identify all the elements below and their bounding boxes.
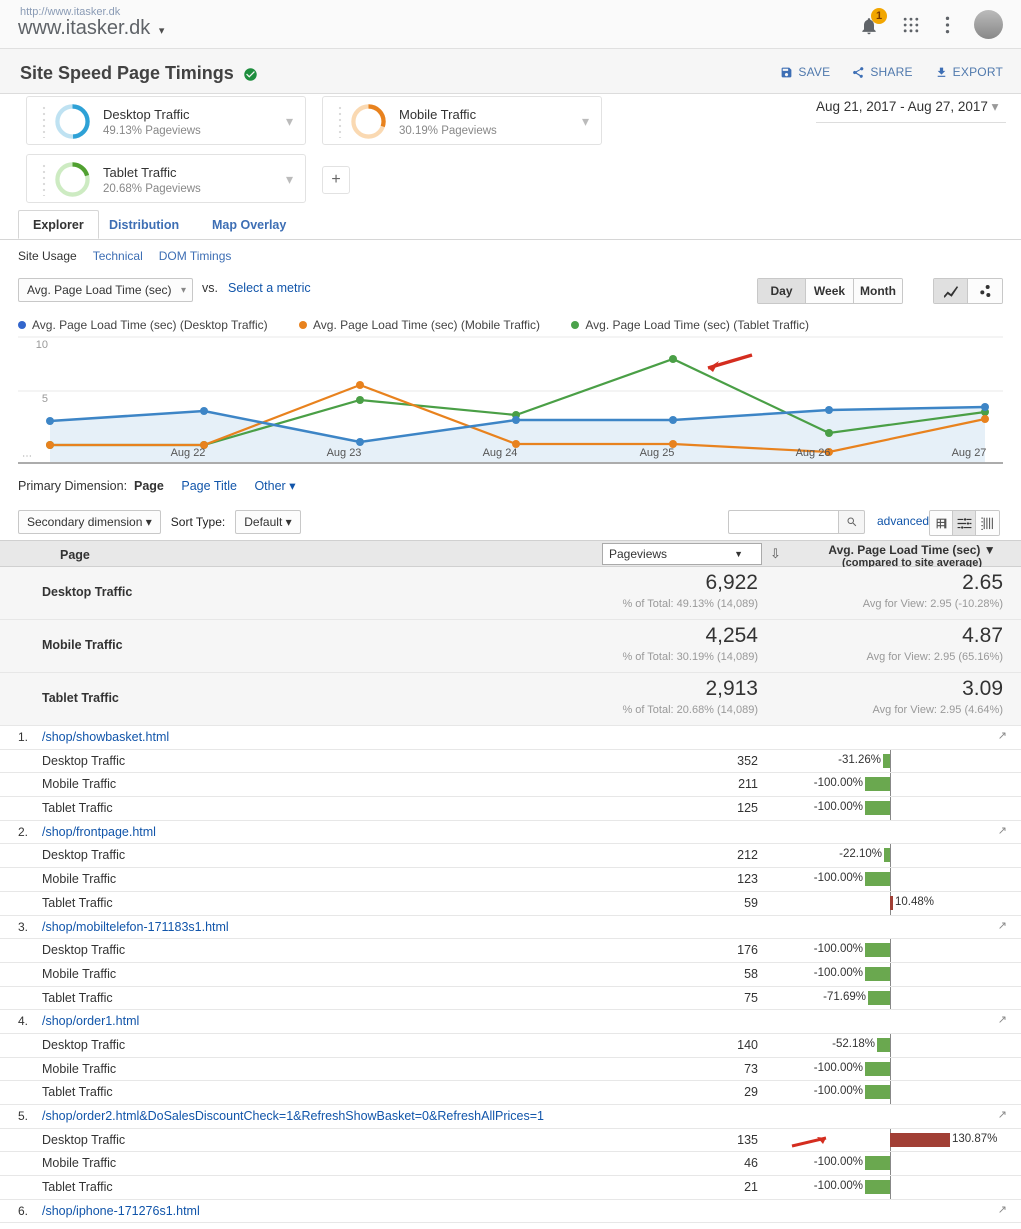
svg-text:Aug 27: Aug 27 [952,447,987,459]
svg-text:5: 5 [42,393,48,405]
svg-text:Aug 26: Aug 26 [796,447,831,459]
svg-text:10: 10 [36,339,48,351]
svg-text:⋯: ⋯ [22,451,32,462]
svg-text:Aug 23: Aug 23 [327,447,362,459]
svg-text:Aug 24: Aug 24 [483,447,518,459]
svg-text:Aug 25: Aug 25 [640,447,675,459]
svg-text:Aug 22: Aug 22 [171,447,206,459]
